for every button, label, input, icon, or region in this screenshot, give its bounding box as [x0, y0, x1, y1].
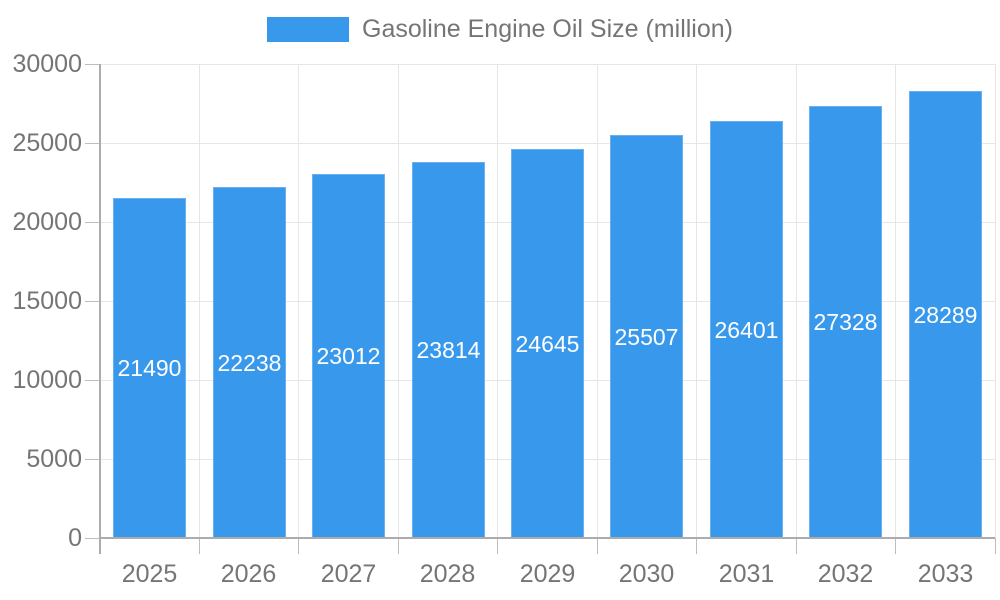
x-axis-tick: [895, 538, 897, 554]
bar-value-label: 23814: [416, 337, 481, 363]
bar-2031[interactable]: [710, 121, 783, 538]
v-gridline: [198, 64, 200, 538]
y-axis-tick: [85, 142, 100, 144]
x-axis-tick-label: 2029: [519, 560, 576, 588]
x-axis-tick-label: 2033: [917, 560, 974, 588]
x-axis-tick-label: 2032: [817, 560, 874, 588]
x-axis-tick: [298, 538, 300, 554]
bar-value-label: 26401: [714, 317, 779, 343]
bar-value-label: 21490: [117, 355, 182, 381]
x-axis-tick: [497, 538, 499, 554]
legend-item[interactable]: Gasoline Engine Oil Size (million): [0, 13, 1000, 45]
x-axis-tick: [994, 538, 996, 554]
x-axis-tick-label: 2027: [320, 560, 377, 588]
v-gridline: [994, 64, 996, 538]
bar-value-label: 28289: [913, 302, 978, 328]
y-axis-tick: [85, 221, 100, 223]
v-gridline: [497, 64, 499, 538]
x-axis-tick-label: 2026: [220, 560, 277, 588]
x-axis-tick: [397, 538, 399, 554]
bar-value-label: 24645: [515, 331, 580, 357]
v-gridline: [795, 64, 797, 538]
y-axis-tick: [85, 537, 100, 539]
x-axis-tick-label: 2031: [718, 560, 775, 588]
bar-value-label: 23012: [316, 343, 381, 369]
bar-2028[interactable]: [412, 162, 485, 538]
bar-value-label: 22238: [217, 350, 282, 376]
x-axis-tick-label: 2030: [618, 560, 675, 588]
x-axis-baseline: [100, 537, 995, 539]
y-axis-tick-label: 5000: [26, 445, 82, 473]
x-axis-tick: [198, 538, 200, 554]
y-axis-tick-label: 0: [68, 524, 82, 552]
bar-2026[interactable]: [213, 187, 286, 538]
x-axis-tick: [596, 538, 598, 554]
x-axis-tick: [795, 538, 797, 554]
h-gridline: [100, 142, 995, 144]
bar-2029[interactable]: [511, 149, 584, 538]
bar-2033[interactable]: [909, 91, 982, 538]
bar-2027[interactable]: [312, 174, 385, 538]
bar-2030[interactable]: [610, 135, 683, 538]
x-axis-tick: [696, 538, 698, 554]
v-gridline: [397, 64, 399, 538]
x-axis-tick-label: 2028: [419, 560, 476, 588]
v-gridline: [895, 64, 897, 538]
y-axis-tick: [85, 63, 100, 65]
bar-value-label: 25507: [614, 324, 679, 350]
v-gridline: [596, 64, 598, 538]
v-gridline: [298, 64, 300, 538]
y-axis-tick-label: 25000: [12, 129, 82, 157]
y-axis-tick-label: 20000: [12, 208, 82, 236]
y-axis-tick-label: 10000: [12, 366, 82, 394]
y-axis-tick: [85, 300, 100, 302]
bar-2025[interactable]: [113, 198, 186, 538]
y-axis-tick: [85, 458, 100, 460]
h-gridline: [100, 63, 995, 65]
y-axis-tick: [85, 379, 100, 381]
bar-value-label: 27328: [813, 309, 878, 335]
y-axis-tick-label: 30000: [12, 50, 82, 78]
x-axis-tick-label: 2025: [121, 560, 178, 588]
y-axis-tick-label: 15000: [12, 287, 82, 315]
y-axis-line: [99, 64, 101, 554]
legend-swatch-icon: [267, 16, 349, 42]
legend-label: Gasoline Engine Oil Size (million): [362, 14, 733, 43]
bar-2032[interactable]: [809, 106, 882, 538]
v-gridline: [696, 64, 698, 538]
